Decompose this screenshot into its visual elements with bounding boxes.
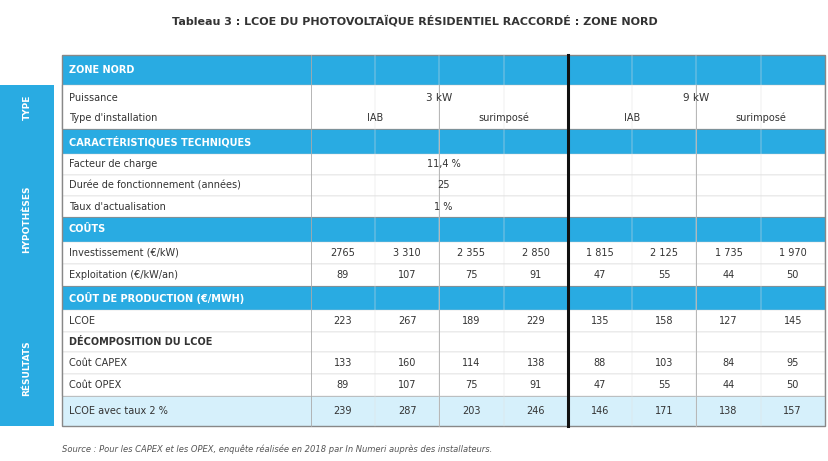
Text: 9 kW: 9 kW — [682, 93, 709, 102]
Text: 171: 171 — [654, 406, 672, 416]
Text: Exploitation (€/kW/an): Exploitation (€/kW/an) — [69, 270, 177, 280]
Bar — [62, 129, 824, 154]
Text: Investissement (€/kW): Investissement (€/kW) — [69, 248, 179, 258]
Text: 89: 89 — [336, 380, 349, 390]
Text: 114: 114 — [462, 358, 480, 368]
Text: 55: 55 — [657, 270, 670, 280]
Text: 11,4 %: 11,4 % — [426, 159, 460, 169]
Text: 44: 44 — [721, 270, 734, 280]
Bar — [62, 310, 824, 332]
Bar — [62, 55, 824, 426]
Text: 158: 158 — [654, 316, 672, 326]
Text: 89: 89 — [336, 270, 349, 280]
Text: 84: 84 — [721, 358, 734, 368]
Text: 2 125: 2 125 — [649, 248, 677, 258]
Text: IAB: IAB — [367, 113, 383, 123]
Text: 88: 88 — [593, 358, 605, 368]
Text: TYPE: TYPE — [22, 95, 31, 120]
Bar — [0, 310, 54, 426]
Text: 145: 145 — [782, 316, 801, 326]
Bar — [62, 196, 824, 217]
Text: 103: 103 — [654, 358, 672, 368]
Text: IAB: IAB — [623, 113, 639, 123]
Text: 107: 107 — [397, 270, 416, 280]
Bar — [62, 217, 824, 242]
Text: CARACTÉRISTIQUES TECHNIQUES: CARACTÉRISTIQUES TECHNIQUES — [69, 136, 251, 147]
Text: DÉCOMPOSITION DU LCOE: DÉCOMPOSITION DU LCOE — [69, 337, 212, 347]
Text: 50: 50 — [786, 380, 798, 390]
Text: 25: 25 — [436, 180, 450, 190]
Bar — [62, 374, 824, 396]
Text: 44: 44 — [721, 380, 734, 390]
Bar — [62, 242, 824, 264]
Text: 203: 203 — [462, 406, 480, 416]
Text: ZONE NORD: ZONE NORD — [69, 65, 134, 75]
Bar — [62, 396, 824, 426]
Text: Facteur de charge: Facteur de charge — [69, 159, 156, 169]
Text: 1 970: 1 970 — [778, 248, 806, 258]
Text: 75: 75 — [465, 270, 477, 280]
Text: 91: 91 — [529, 270, 542, 280]
Text: 2 850: 2 850 — [521, 248, 549, 258]
Text: 95: 95 — [786, 358, 798, 368]
Text: RÉSULTATS: RÉSULTATS — [22, 340, 31, 396]
Text: 135: 135 — [590, 316, 609, 326]
Text: 50: 50 — [786, 270, 798, 280]
Text: 107: 107 — [397, 380, 416, 390]
Text: Type d'installation: Type d'installation — [69, 113, 157, 123]
Text: 239: 239 — [334, 406, 352, 416]
Text: LCOE: LCOE — [69, 316, 94, 326]
Text: 138: 138 — [719, 406, 737, 416]
Text: COÛTS: COÛTS — [69, 225, 106, 234]
Text: 133: 133 — [334, 358, 352, 368]
Bar — [62, 264, 824, 286]
Bar — [0, 85, 54, 129]
Bar — [62, 85, 824, 129]
Text: 287: 287 — [397, 406, 416, 416]
Text: Source : Pour les CAPEX et les OPEX, enquête réalisée en 2018 par In Numeri aupr: Source : Pour les CAPEX et les OPEX, enq… — [62, 445, 492, 454]
Bar — [62, 286, 824, 310]
Text: 75: 75 — [465, 380, 477, 390]
Text: 160: 160 — [397, 358, 416, 368]
Bar — [62, 154, 824, 175]
Bar — [62, 175, 824, 196]
Text: LCOE avec taux 2 %: LCOE avec taux 2 % — [69, 406, 167, 416]
Bar — [62, 352, 824, 374]
Text: 157: 157 — [782, 406, 801, 416]
Text: 1 735: 1 735 — [714, 248, 742, 258]
Text: 246: 246 — [526, 406, 544, 416]
Text: 1 815: 1 815 — [585, 248, 613, 258]
Text: 91: 91 — [529, 380, 542, 390]
Text: 47: 47 — [593, 380, 605, 390]
Text: COÛT DE PRODUCTION (€/MWH): COÛT DE PRODUCTION (€/MWH) — [69, 292, 243, 304]
Text: Puissance: Puissance — [69, 93, 118, 102]
Text: 47: 47 — [593, 270, 605, 280]
Text: Durée de fonctionnement (années): Durée de fonctionnement (années) — [69, 180, 240, 190]
Bar — [62, 332, 824, 352]
Bar — [0, 129, 54, 310]
Text: Coût OPEX: Coût OPEX — [69, 380, 121, 390]
Text: 3 310: 3 310 — [393, 248, 421, 258]
Text: 146: 146 — [590, 406, 609, 416]
Text: surimposé: surimposé — [478, 113, 528, 124]
Text: 189: 189 — [462, 316, 480, 326]
Text: 223: 223 — [334, 316, 352, 326]
Text: Tableau 3 : LCOE DU PHOTOVOLTAÏQUE RÉSIDENTIEL RACCORDÉ : ZONE NORD: Tableau 3 : LCOE DU PHOTOVOLTAÏQUE RÉSID… — [171, 15, 657, 27]
Text: 267: 267 — [397, 316, 416, 326]
Text: 3 kW: 3 kW — [426, 93, 452, 102]
Text: 127: 127 — [719, 316, 737, 326]
Text: HYPOTHÈSES: HYPOTHÈSES — [22, 186, 31, 254]
Text: 138: 138 — [526, 358, 544, 368]
Text: 2765: 2765 — [330, 248, 355, 258]
Bar — [62, 55, 824, 85]
Text: 2 355: 2 355 — [457, 248, 485, 258]
Text: Coût CAPEX: Coût CAPEX — [69, 358, 127, 368]
Text: 229: 229 — [526, 316, 544, 326]
Text: Taux d'actualisation: Taux d'actualisation — [69, 201, 166, 212]
Text: surimposé: surimposé — [734, 113, 785, 124]
Text: 55: 55 — [657, 380, 670, 390]
Text: 1 %: 1 % — [434, 201, 452, 212]
